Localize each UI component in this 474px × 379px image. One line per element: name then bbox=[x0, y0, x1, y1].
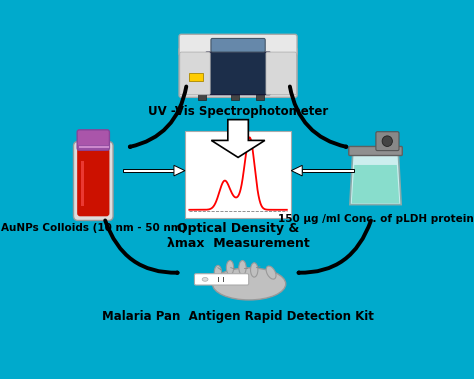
FancyArrowPatch shape bbox=[290, 86, 346, 147]
FancyBboxPatch shape bbox=[211, 38, 265, 52]
Circle shape bbox=[382, 136, 392, 146]
FancyArrowPatch shape bbox=[130, 86, 186, 147]
FancyBboxPatch shape bbox=[194, 274, 249, 285]
Bar bbox=[386, 141, 390, 149]
Polygon shape bbox=[211, 120, 265, 157]
FancyBboxPatch shape bbox=[180, 52, 210, 95]
Text: UV -Vis Spectrophotometer: UV -Vis Spectrophotometer bbox=[148, 105, 328, 117]
Bar bbox=[189, 73, 202, 81]
Text: Optical Density &
λmax  Measurement: Optical Density & λmax Measurement bbox=[167, 222, 310, 251]
FancyArrowPatch shape bbox=[105, 221, 178, 273]
Bar bbox=[218, 277, 219, 282]
Bar bbox=[256, 94, 264, 100]
Ellipse shape bbox=[202, 277, 208, 281]
FancyBboxPatch shape bbox=[77, 130, 109, 150]
FancyBboxPatch shape bbox=[73, 141, 113, 221]
Bar bbox=[81, 161, 84, 207]
Bar bbox=[198, 94, 206, 100]
Text: 150 µg /ml Conc. of pLDH protein: 150 µg /ml Conc. of pLDH protein bbox=[278, 214, 474, 224]
FancyBboxPatch shape bbox=[349, 146, 402, 155]
Bar bbox=[78, 144, 109, 148]
FancyBboxPatch shape bbox=[179, 34, 297, 56]
Ellipse shape bbox=[212, 268, 286, 300]
Ellipse shape bbox=[239, 260, 246, 275]
Ellipse shape bbox=[227, 260, 234, 275]
Bar bbox=[185, 131, 291, 218]
Polygon shape bbox=[291, 165, 302, 176]
FancyBboxPatch shape bbox=[179, 47, 297, 97]
Polygon shape bbox=[352, 165, 400, 204]
FancyBboxPatch shape bbox=[205, 52, 271, 95]
Bar bbox=[223, 277, 224, 282]
Polygon shape bbox=[350, 152, 401, 205]
Polygon shape bbox=[174, 165, 185, 176]
FancyBboxPatch shape bbox=[77, 148, 109, 216]
Ellipse shape bbox=[266, 266, 276, 279]
Bar bbox=[123, 169, 174, 172]
FancyBboxPatch shape bbox=[376, 132, 399, 150]
FancyArrowPatch shape bbox=[299, 221, 371, 273]
Bar bbox=[302, 169, 354, 172]
Ellipse shape bbox=[214, 265, 221, 280]
Text: AuNPs Colloids (10 nm - 50 nm): AuNPs Colloids (10 nm - 50 nm) bbox=[0, 224, 186, 233]
FancyBboxPatch shape bbox=[266, 52, 296, 95]
Text: Malaria Pan  Antigen Rapid Detection Kit: Malaria Pan Antigen Rapid Detection Kit bbox=[102, 310, 374, 323]
Bar bbox=[231, 94, 239, 100]
Ellipse shape bbox=[251, 263, 258, 277]
